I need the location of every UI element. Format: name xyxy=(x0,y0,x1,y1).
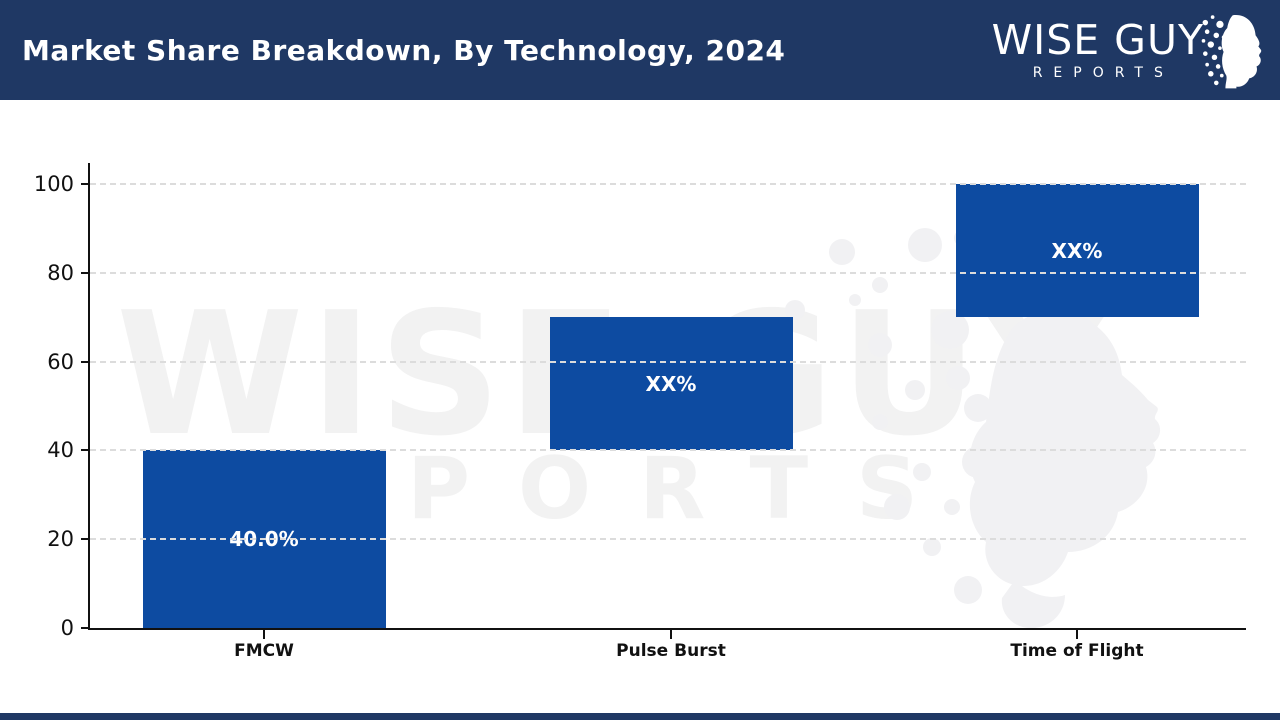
x-axis-label-3: Time of Flight xyxy=(1010,641,1144,661)
y-tick-mark xyxy=(81,538,90,541)
gridline-40 xyxy=(90,449,1246,452)
x-tick-mark xyxy=(263,630,265,639)
bar-value-label: XX% xyxy=(1051,238,1103,263)
logo-wordmark: WISE GUY xyxy=(991,15,1204,64)
y-tick-mark xyxy=(81,627,90,629)
y-tick-label: 20 xyxy=(47,527,74,552)
x-axis-label-1: FMCW xyxy=(234,641,294,661)
gridline-100 xyxy=(90,183,1246,185)
y-tick-label: 100 xyxy=(33,172,74,196)
bar-time-of-flight: XX% xyxy=(955,184,1199,318)
wise-guy-reports-logo: WISE GUY REPORTS xyxy=(992,8,1262,92)
bar-pulse-burst: XX% xyxy=(549,317,793,451)
plot-area: 0 20 40 60 80 100 40.0% FMCW XX% Pulse Burst XX% Ti… xyxy=(0,100,1280,713)
bar-value-label: XX% xyxy=(645,371,697,396)
y-tick-mark xyxy=(81,449,90,452)
page-title: Market Share Breakdown, By Technology, 2… xyxy=(22,33,786,67)
logo-subtitle: REPORTS xyxy=(1032,64,1174,81)
x-tick-mark xyxy=(670,630,672,639)
logo-text: WISE GUY REPORTS xyxy=(991,15,1204,81)
x-tick-mark xyxy=(1076,630,1078,639)
x-axis-label-2: Pulse Burst xyxy=(616,641,726,661)
y-axis-line xyxy=(88,163,90,630)
y-tick-mark xyxy=(81,271,90,274)
gridline-80 xyxy=(90,271,1246,274)
dotted-face-icon xyxy=(1201,15,1262,89)
y-tick-mark xyxy=(81,183,90,185)
y-tick-mark xyxy=(81,360,90,363)
watermark-dotted-face xyxy=(785,228,1161,629)
x-axis-line xyxy=(88,628,1246,630)
y-tick-label: 60 xyxy=(47,349,74,374)
y-tick-label: 80 xyxy=(47,260,74,285)
gridline-20 xyxy=(90,538,1246,541)
gridline-60 xyxy=(90,360,1246,363)
y-tick-label: 0 xyxy=(60,616,74,640)
y-tick-label: 40 xyxy=(47,438,74,463)
header: Market Share Breakdown, By Technology, 2… xyxy=(0,0,1280,100)
footer-bar xyxy=(0,713,1280,720)
